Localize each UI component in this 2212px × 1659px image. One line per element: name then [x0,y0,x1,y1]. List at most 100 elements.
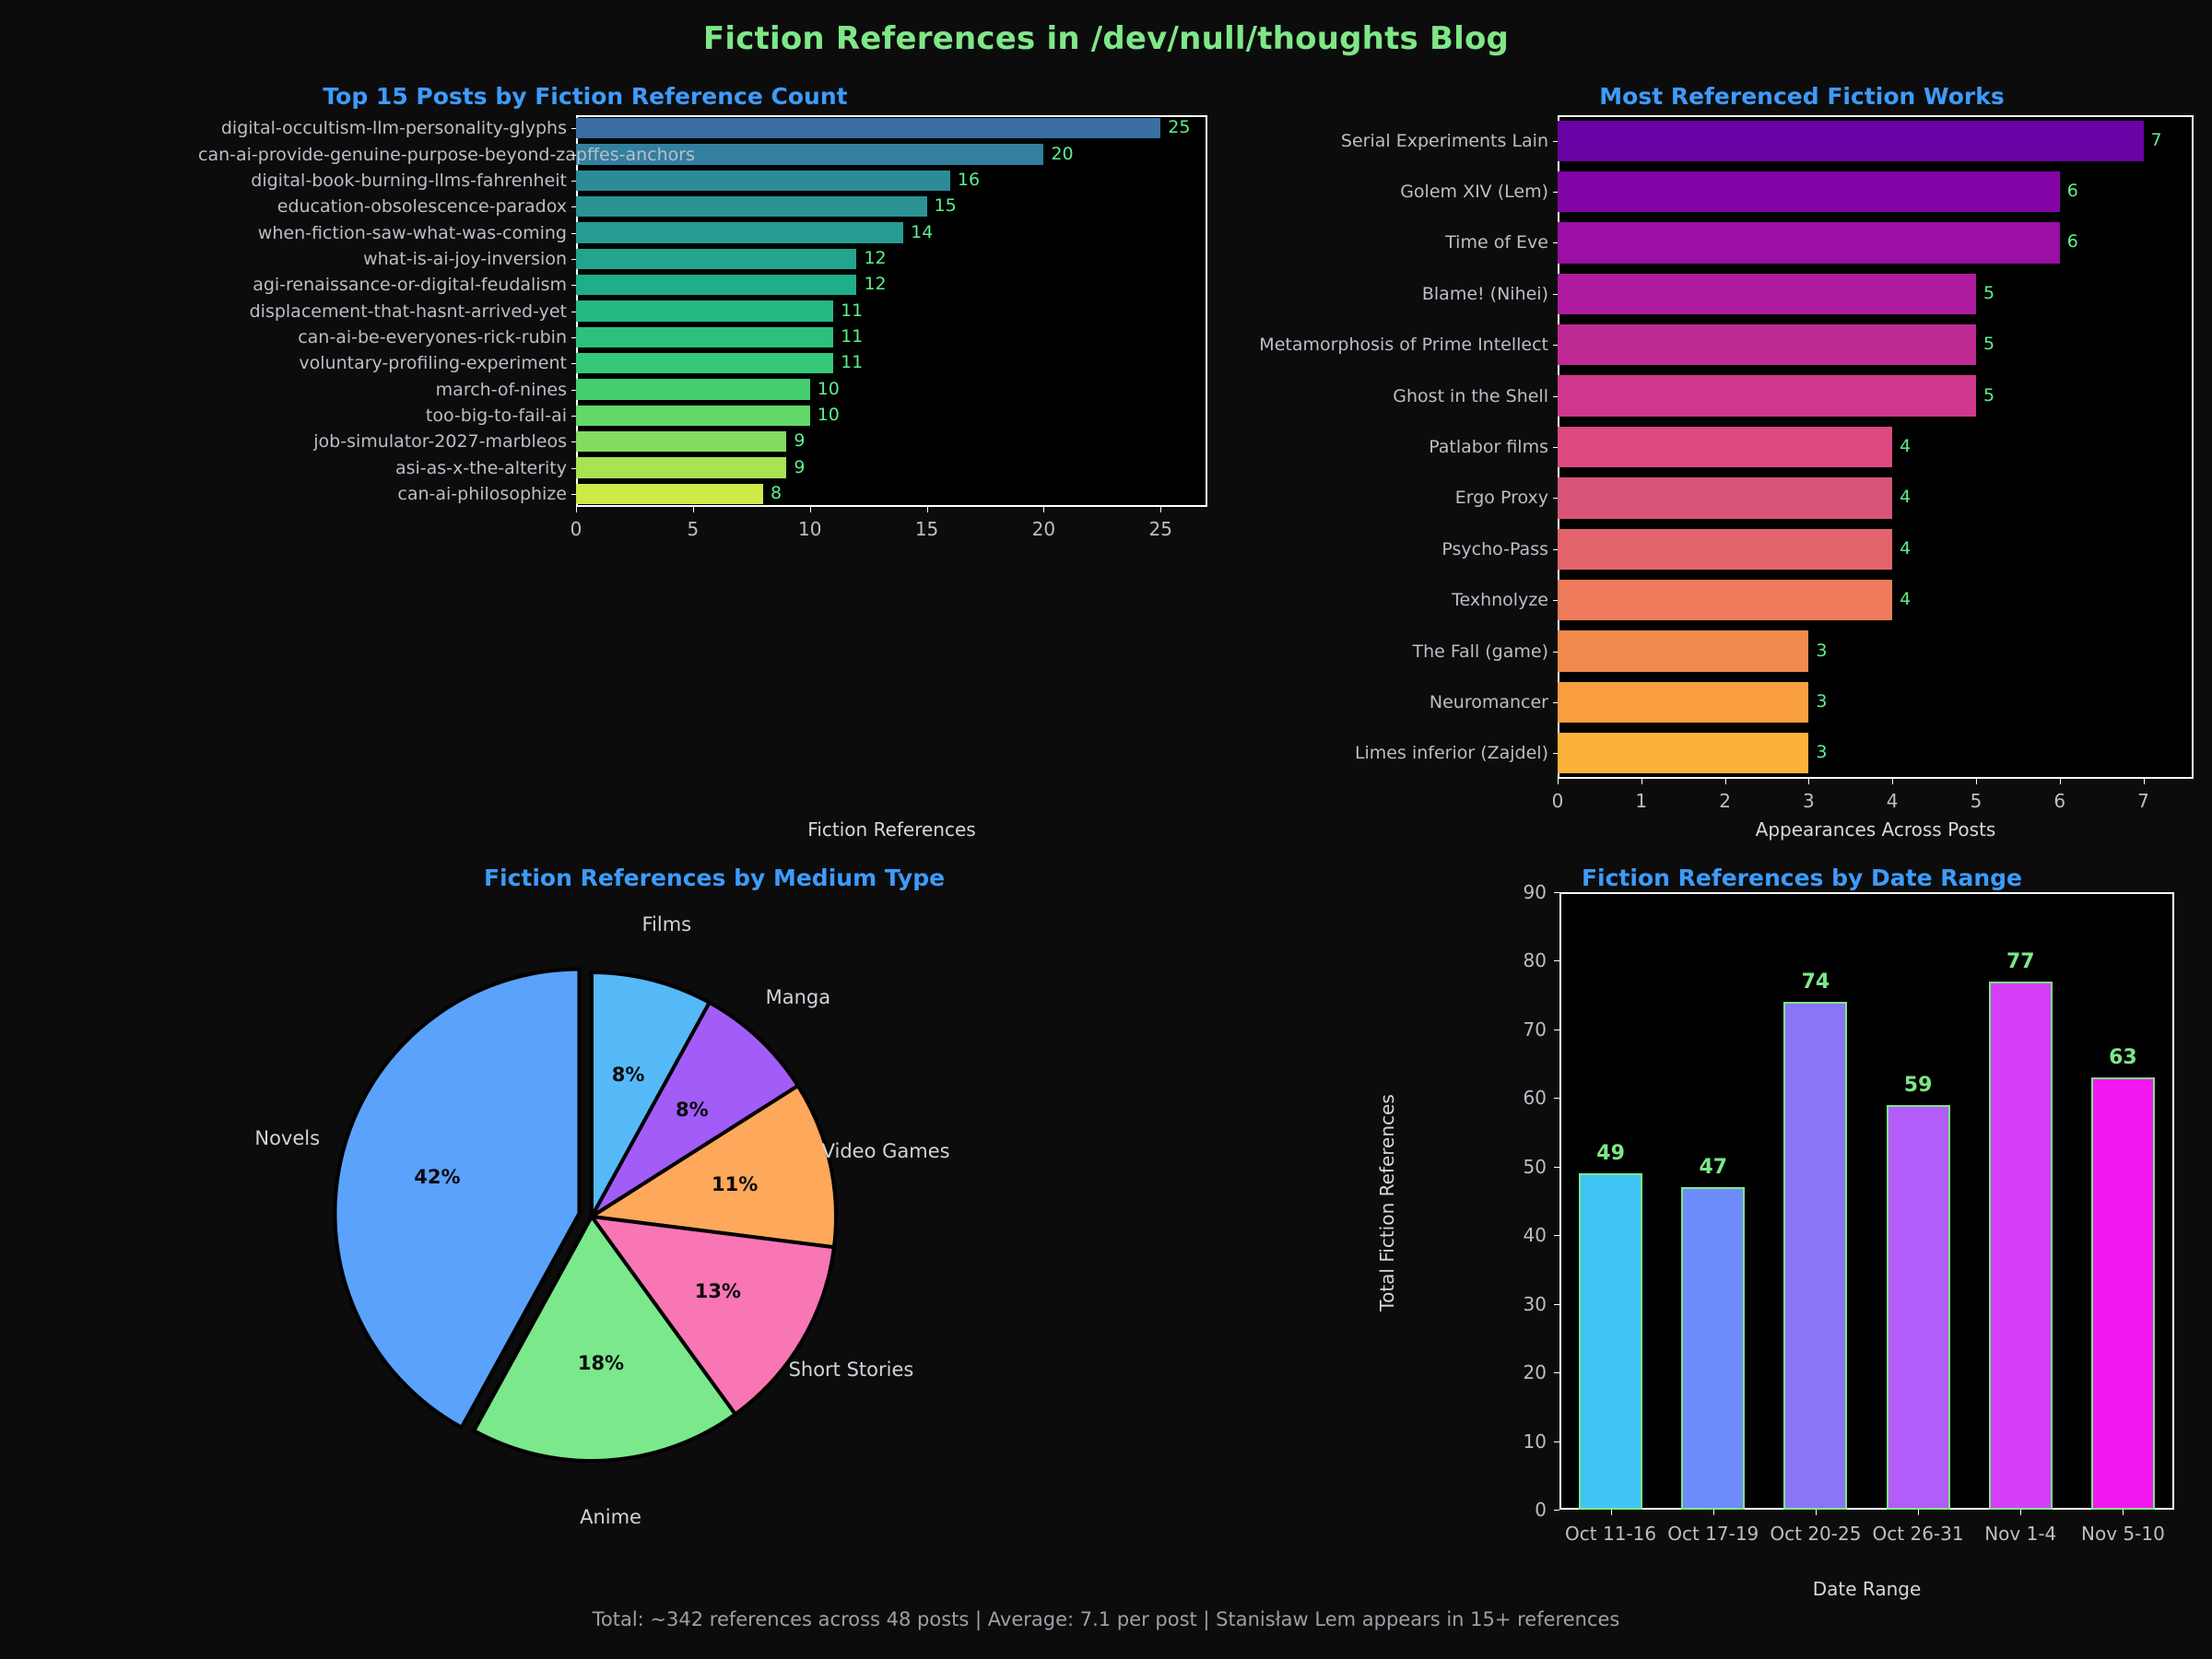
bar-category-label: march-of-nines [435,379,567,400]
bar-value-label: 10 [817,378,840,399]
xtick-label: 1 [1635,790,1648,812]
bar-item [2090,1077,2155,1510]
xtick-label: 6 [2053,790,2066,812]
ytick-mark [571,363,576,365]
xtick-label: 15 [914,518,939,540]
bar-value-label: 5 [1983,282,1995,303]
xtick-label: 4 [1886,790,1899,812]
xtick-mark [1160,507,1162,512]
pie-slice-label: Short Stories [788,1359,914,1382]
xtick-mark [1641,779,1642,784]
bar-value-label: 4 [1900,487,1912,508]
bar-item [1558,681,1809,724]
bar-category-label: can-ai-provide-genuine-purpose-beyond-za… [198,144,696,165]
bar-value-label: 15 [934,195,957,217]
bar-category-label: Serial Experiments Lain [1340,130,1548,151]
ytick-mark [571,441,576,443]
bar-item [1558,171,2060,213]
bar-item [1558,324,1976,366]
xtick-mark [1975,779,1977,784]
bar-value-label: 16 [957,169,981,190]
bar-category-label: Ergo Proxy [1454,488,1548,509]
bar-item [1558,580,1893,621]
ytick-mark [571,206,576,208]
pie-slice-percent: 18% [577,1351,625,1374]
pie-slice-label: Manga [765,985,831,1008]
bar-item [576,222,904,243]
ytick-label: 70 [1523,1018,1547,1041]
bar-category-label: Metamorphosis of Prime Intellect [1259,335,1548,356]
yaxis-title-dates: Total Fiction References [1376,1094,1398,1312]
ytick-mark [571,467,576,469]
xtick-label: 5 [687,518,700,540]
bar-value-label: 25 [1168,117,1191,138]
pie-slice [590,1000,801,1218]
chart-title-top-posts: Top 15 Posts by Fiction Reference Count [323,83,848,110]
ytick-label: 80 [1523,949,1547,972]
ytick-mark [1553,192,1558,194]
xtick-mark [1918,1510,1920,1515]
ytick-mark [1554,1510,1559,1511]
xtick-label: Oct 11-16 [1565,1523,1657,1545]
bar-category-label: Time of Eve [1445,232,1548,253]
xtick-mark [692,507,694,512]
pie-slice [471,1213,738,1463]
bar-value-label: 4 [1900,436,1912,456]
bar-item [576,457,787,478]
bar-item [576,274,857,296]
bar-category-label: voluntary-profiling-experiment [299,353,567,374]
bar-value-label: 74 [1801,971,1830,994]
xtick-mark [1724,779,1726,784]
bar-item [1558,120,2144,161]
bar-category-label: displacement-that-hasnt-arrived-yet [249,300,567,322]
chart-title-medium: Fiction References by Medium Type [483,865,946,891]
ytick-mark [1553,548,1558,550]
pie-slice-percent: 8% [676,1099,709,1122]
pie-slice-label: Video Games [821,1139,950,1162]
bar-category-label: The Fall (game) [1412,641,1548,662]
bar-value-label: 11 [841,300,864,321]
page-title: Fiction References in /dev/null/thoughts… [702,20,1510,57]
ytick-mark [571,336,576,338]
bar-value-label: 5 [1983,384,1995,406]
pie-slice-percent: 13% [694,1279,741,1302]
ytick-mark [571,285,576,287]
bar-item [576,170,950,192]
bar-item [576,300,834,322]
bar-category-label: asi-as-x-the-alterity [394,457,567,478]
xtick-label: Oct 26-31 [1872,1523,1964,1545]
bar-item [1558,375,1976,417]
bar-item [1558,528,1893,570]
ytick-label: 0 [1535,1499,1547,1521]
bar-item [1558,630,1809,672]
ytick-mark [1553,753,1558,755]
ytick-mark [1554,1372,1559,1374]
xaxis-title-dates: Date Range [1812,1578,1922,1600]
pie-slice [587,1214,837,1418]
pie-slice [586,1083,838,1250]
xtick-mark [2143,779,2145,784]
xtick-label: Nov 5-10 [2081,1523,2165,1545]
ytick-label: 50 [1523,1155,1547,1178]
bar-value-label: 49 [1596,1142,1625,1166]
ytick-mark [571,154,576,156]
xtick-label: Oct 17-19 [1667,1523,1759,1545]
bar-category-label: education-obsolescence-paradox [276,196,567,218]
bar-value-label: 77 [2006,949,2035,973]
bar-category-label: Patlabor films [1429,437,1548,457]
xtick-label: Nov 1-4 [1984,1523,2057,1545]
pie-svg [333,967,838,1463]
ytick-mark [1554,892,1559,893]
bar-value-label: 11 [841,325,864,347]
footer-summary: Total: ~342 references across 48 posts |… [592,1608,1620,1630]
xtick-mark [2020,1510,2022,1515]
pie-slice [333,967,582,1430]
chart-title-works: Most Referenced Fiction Works [1599,83,2005,110]
bar-item [576,430,787,453]
bar-item [576,405,810,427]
ytick-mark [1554,1098,1559,1100]
bar-value-label: 14 [911,221,934,242]
xtick-mark [576,507,577,512]
ytick-mark [1554,1166,1559,1168]
bar-item [1558,477,1893,519]
